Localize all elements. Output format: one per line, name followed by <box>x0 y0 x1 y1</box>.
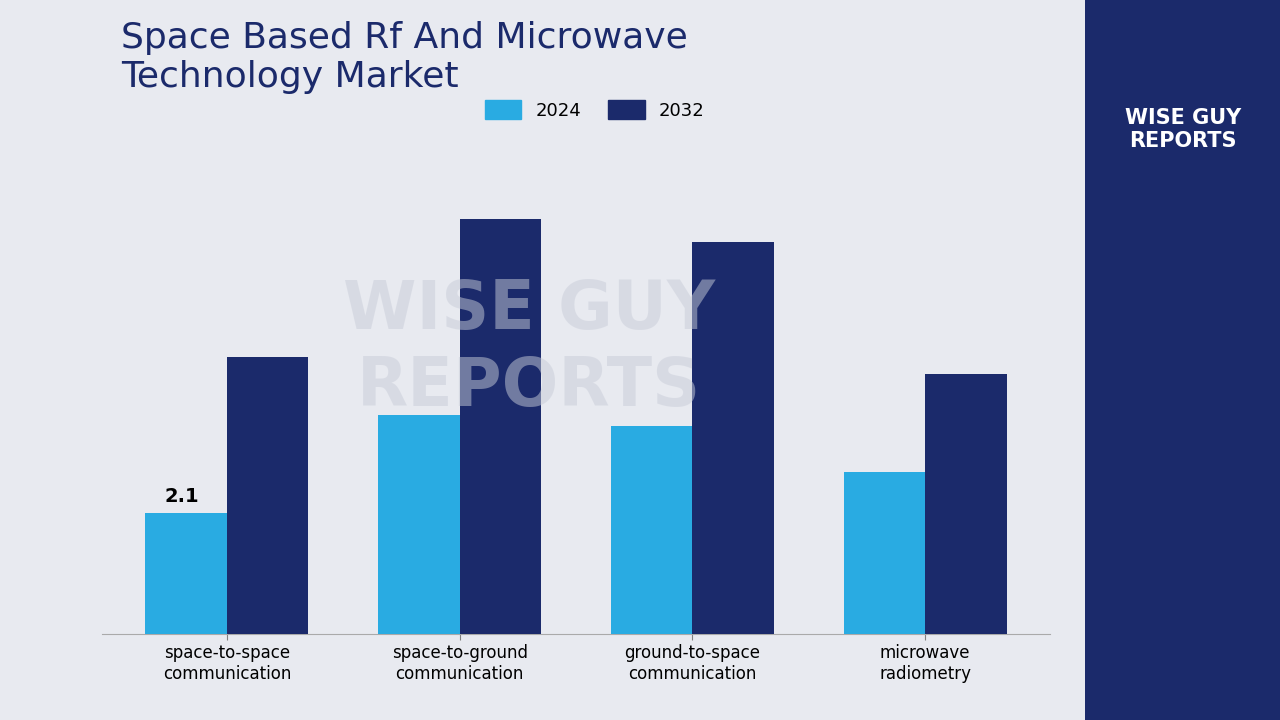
Bar <box>227 357 308 634</box>
Text: 2.1: 2.1 <box>164 487 198 505</box>
Text: WISE GUY
REPORTS: WISE GUY REPORTS <box>343 277 714 420</box>
Bar <box>844 472 925 634</box>
Bar <box>146 513 227 634</box>
Bar <box>460 219 541 634</box>
Bar <box>611 426 692 634</box>
Bar <box>378 415 460 634</box>
Bar <box>925 374 1006 634</box>
Text: Space Based Rf And Microwave
Technology Market: Space Based Rf And Microwave Technology … <box>122 21 689 94</box>
Bar <box>692 242 774 634</box>
Legend: 2024, 2032: 2024, 2032 <box>477 93 712 127</box>
Text: WISE GUY
REPORTS: WISE GUY REPORTS <box>1125 108 1240 151</box>
